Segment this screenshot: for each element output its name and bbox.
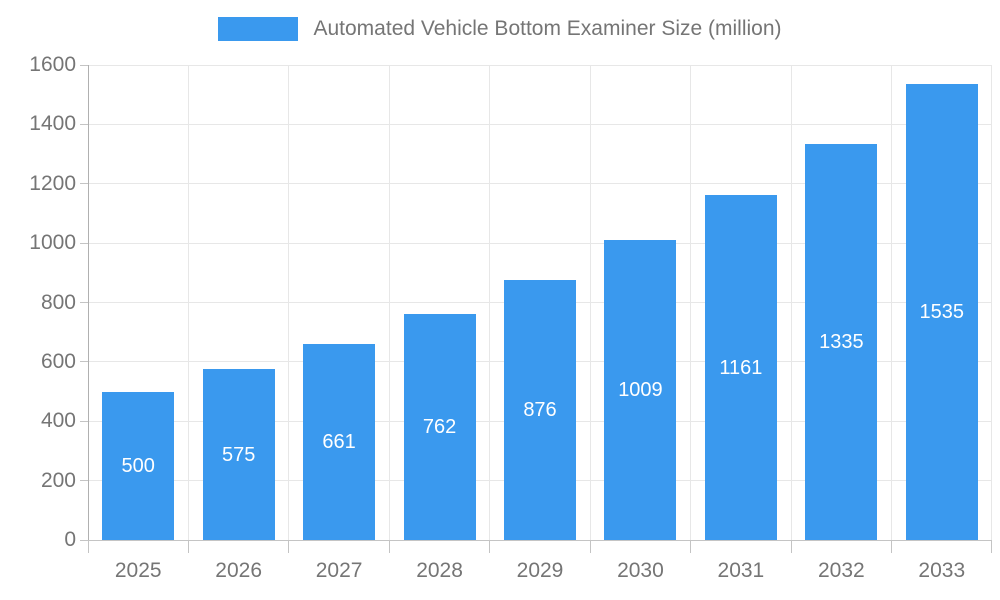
x-axis-labels: 2025 2026 2027 2028 2029 2030 2031 2032 2033 — [88, 560, 992, 590]
x-gridline — [589, 65, 591, 540]
bar-value-label: 500 — [121, 454, 155, 477]
legend-swatch — [218, 17, 299, 41]
x-gridline — [790, 65, 792, 540]
x-tick-label: 2033 — [918, 559, 966, 582]
y-gridline — [88, 123, 992, 125]
x-gridline — [388, 65, 390, 540]
x-gridline — [288, 65, 290, 540]
bar: 1335 — [805, 143, 878, 540]
x-tick — [990, 540, 992, 553]
x-tick — [690, 540, 692, 553]
bar-value-label: 1335 — [819, 330, 864, 353]
y-tick-label: 400 — [40, 409, 76, 433]
bar: 575 — [202, 369, 275, 540]
bar-value-label: 1535 — [919, 301, 965, 324]
bar: 876 — [504, 279, 576, 540]
bar-value-label: 575 — [221, 443, 256, 466]
bar: 500 — [102, 391, 175, 540]
x-tick-label: 2032 — [817, 559, 865, 582]
bar: 1009 — [604, 240, 677, 540]
x-gridline — [891, 65, 893, 540]
y-tick-label: 200 — [40, 468, 76, 492]
y-tick-label: 0 — [64, 528, 76, 551]
x-tick — [891, 540, 893, 553]
x-tick — [790, 540, 792, 553]
y-tick-label: 1000 — [29, 231, 76, 255]
x-tick-label: 2025 — [114, 559, 162, 582]
x-gridline — [187, 65, 189, 540]
bar-value-label: 876 — [523, 398, 557, 421]
x-tick-label: 2026 — [215, 559, 263, 582]
bar-value-label: 762 — [422, 415, 457, 438]
x-gridline — [990, 65, 992, 540]
bar-value-label: 661 — [322, 430, 356, 453]
x-tick-label: 2028 — [416, 559, 463, 582]
chart-legend: Automated Vehicle Bottom Examiner Size (… — [0, 17, 1000, 41]
y-tick — [80, 420, 88, 422]
y-tick — [80, 123, 88, 125]
y-gridline — [88, 183, 992, 185]
y-tick-label: 1400 — [29, 112, 76, 136]
y-tick — [80, 539, 88, 541]
y-tick — [80, 361, 88, 363]
y-axis-line — [87, 65, 89, 540]
x-gridline — [690, 65, 692, 540]
y-tick-label: 1200 — [29, 171, 76, 195]
y-tick — [80, 480, 88, 482]
y-tick — [80, 64, 88, 66]
bar: 661 — [303, 343, 376, 540]
y-tick — [80, 183, 88, 185]
legend-item[interactable]: Automated Vehicle Bottom Examiner Size (… — [218, 17, 782, 41]
y-gridline — [88, 539, 992, 541]
x-tick-label: 2029 — [516, 559, 564, 582]
bar: 762 — [403, 313, 476, 540]
y-tick-label: 1600 — [29, 53, 76, 76]
bar-value-label: 1009 — [618, 379, 663, 402]
x-tick — [489, 540, 491, 553]
y-gridline — [88, 64, 992, 66]
x-tick — [87, 540, 89, 553]
y-axis-labels: 0 200 400 600 800 1000 1200 1400 1600 — [0, 54, 76, 550]
x-tick-label: 2030 — [617, 559, 664, 582]
bar-value-label: 1161 — [719, 356, 763, 379]
bar: 1535 — [905, 84, 978, 540]
x-tick-label: 2027 — [315, 559, 363, 582]
y-tick — [80, 242, 88, 244]
x-gridline — [489, 65, 491, 540]
x-tick — [288, 540, 290, 553]
x-tick — [589, 540, 591, 553]
x-tick-label: 2031 — [717, 559, 765, 582]
bar: 1161 — [704, 195, 777, 540]
y-tick — [80, 302, 88, 303]
x-tick — [388, 540, 390, 553]
y-tick-label: 600 — [40, 349, 76, 373]
legend-label: Automated Vehicle Bottom Examiner Size (… — [313, 17, 782, 40]
y-tick-label: 800 — [40, 290, 76, 314]
x-tick — [187, 540, 189, 553]
y-gridline — [88, 242, 992, 244]
plot-area: 500 575 661 762 876 1009 1161 1335 1535 — [80, 64, 992, 553]
